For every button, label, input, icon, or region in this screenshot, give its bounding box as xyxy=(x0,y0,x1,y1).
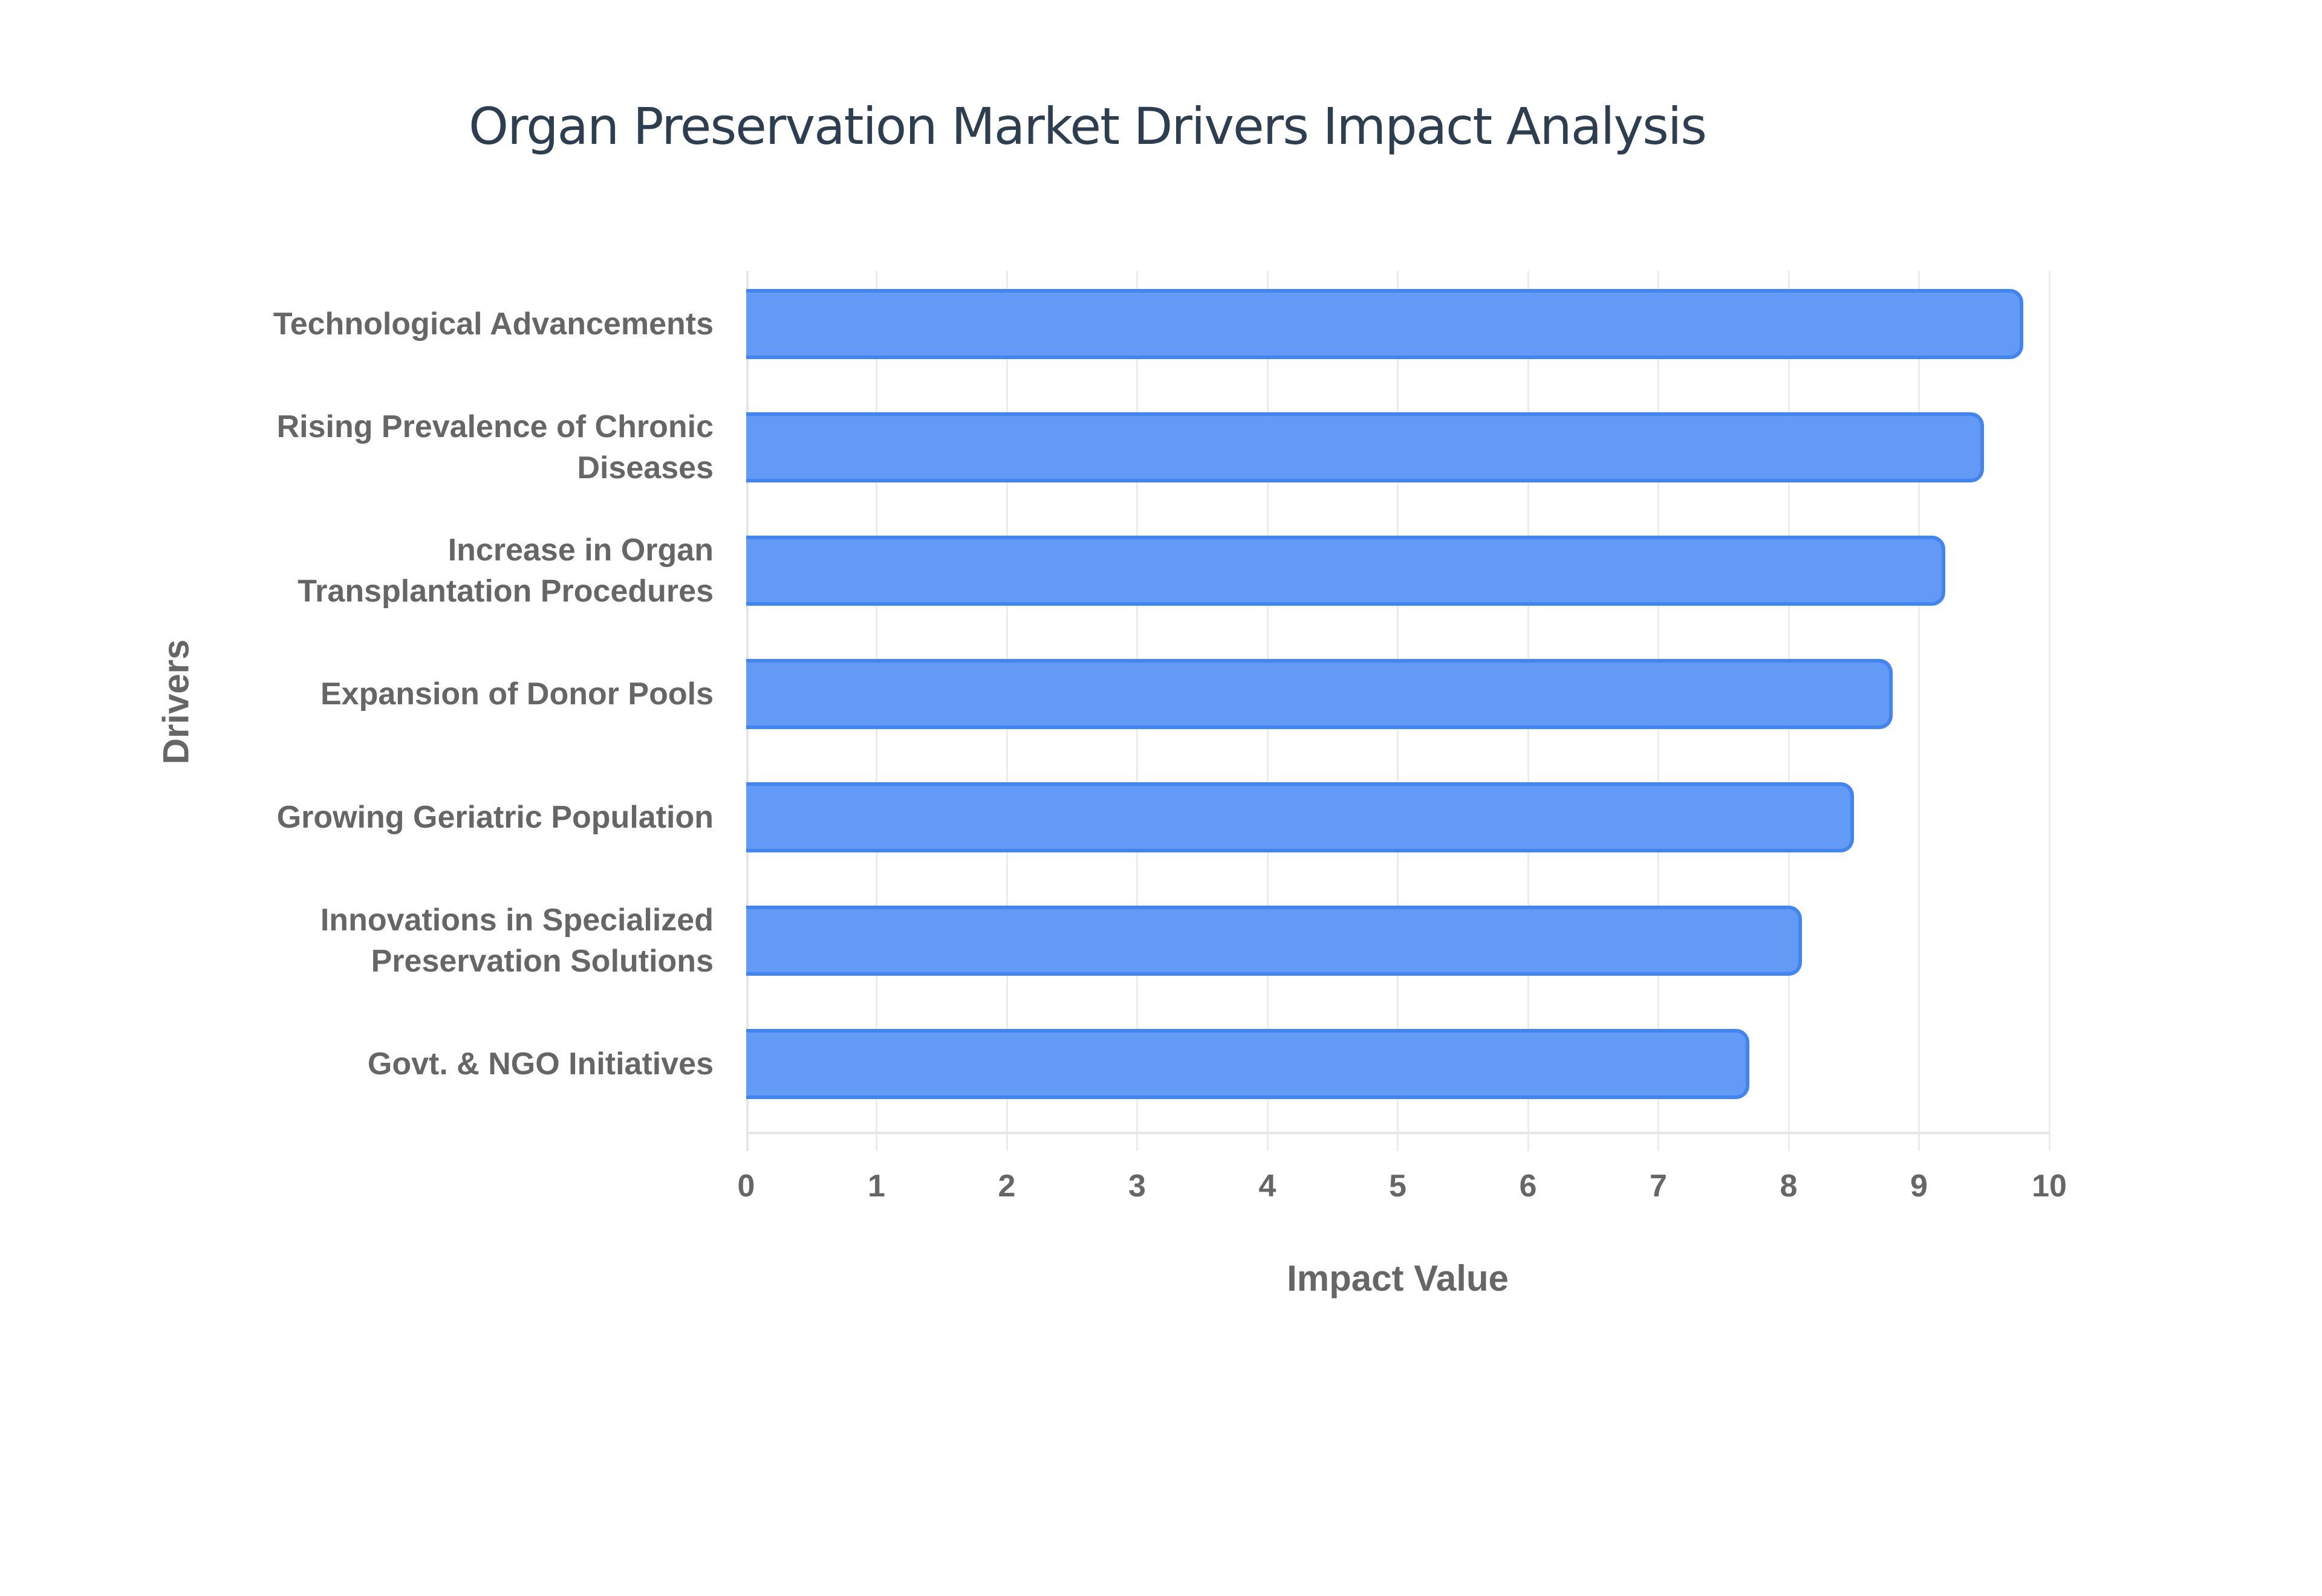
category-label-line: Govt. & NGO Initiatives xyxy=(367,1046,714,1082)
x-tick-label: 7 xyxy=(1650,1169,1667,1204)
gridline xyxy=(2048,271,2050,1151)
x-tick-label: 4 xyxy=(1258,1169,1276,1204)
bar[interactable] xyxy=(746,782,1854,852)
chart-title: Organ Preservation Market Drivers Impact… xyxy=(469,97,1707,156)
category-label-line: Growing Geriatric Population xyxy=(276,800,714,835)
x-axis-line xyxy=(746,1132,2049,1134)
category-label-line: Expansion of Donor Pools xyxy=(320,676,714,712)
x-axis-title: Impact Value xyxy=(1287,1258,1509,1299)
category-label: Technological Advancements xyxy=(169,303,714,345)
x-tick-label: 5 xyxy=(1389,1169,1407,1204)
category-label: Expansion of Donor Pools xyxy=(169,673,714,715)
category-label-line: Rising Prevalence of Chronic xyxy=(276,409,714,444)
bar[interactable] xyxy=(746,289,2023,359)
plot-area xyxy=(746,271,2050,1151)
category-label-line: Increase in Organ xyxy=(447,533,714,568)
category-label: Increase in Organ Transplantation Procedu… xyxy=(169,530,714,612)
category-label: Rising Prevalence of Chronic Diseases xyxy=(169,406,714,488)
bar[interactable] xyxy=(746,412,1985,482)
x-tick-label: 3 xyxy=(1128,1169,1146,1204)
x-tick-label: 6 xyxy=(1519,1169,1537,1204)
gridline xyxy=(1918,271,1920,1151)
x-tick-label: 9 xyxy=(1910,1169,1928,1204)
category-label-line: Diseases xyxy=(577,450,714,485)
category-label-line: Preservation Solutions xyxy=(371,944,714,979)
bar[interactable] xyxy=(746,906,1802,976)
x-tick-label: 0 xyxy=(737,1169,755,1204)
x-tick-label: 2 xyxy=(998,1169,1016,1204)
x-tick-label: 10 xyxy=(2032,1169,2067,1204)
category-label-line: Transplantation Procedures xyxy=(298,574,714,609)
bar[interactable] xyxy=(746,536,1945,606)
bar[interactable] xyxy=(746,1029,1750,1099)
category-label: Growing Geriatric Population xyxy=(169,797,714,838)
category-label: Govt. & NGO Initiatives xyxy=(169,1043,714,1085)
bar[interactable] xyxy=(746,659,1893,729)
category-label-line: Innovations in Specialized xyxy=(320,903,714,938)
x-tick-label: 8 xyxy=(1780,1169,1798,1204)
category-label-line: Technological Advancements xyxy=(273,307,714,342)
x-tick-label: 1 xyxy=(868,1169,885,1204)
category-label: Innovations in Specialized Preservation S… xyxy=(169,900,714,982)
y-axis-title: Drivers xyxy=(155,639,197,765)
